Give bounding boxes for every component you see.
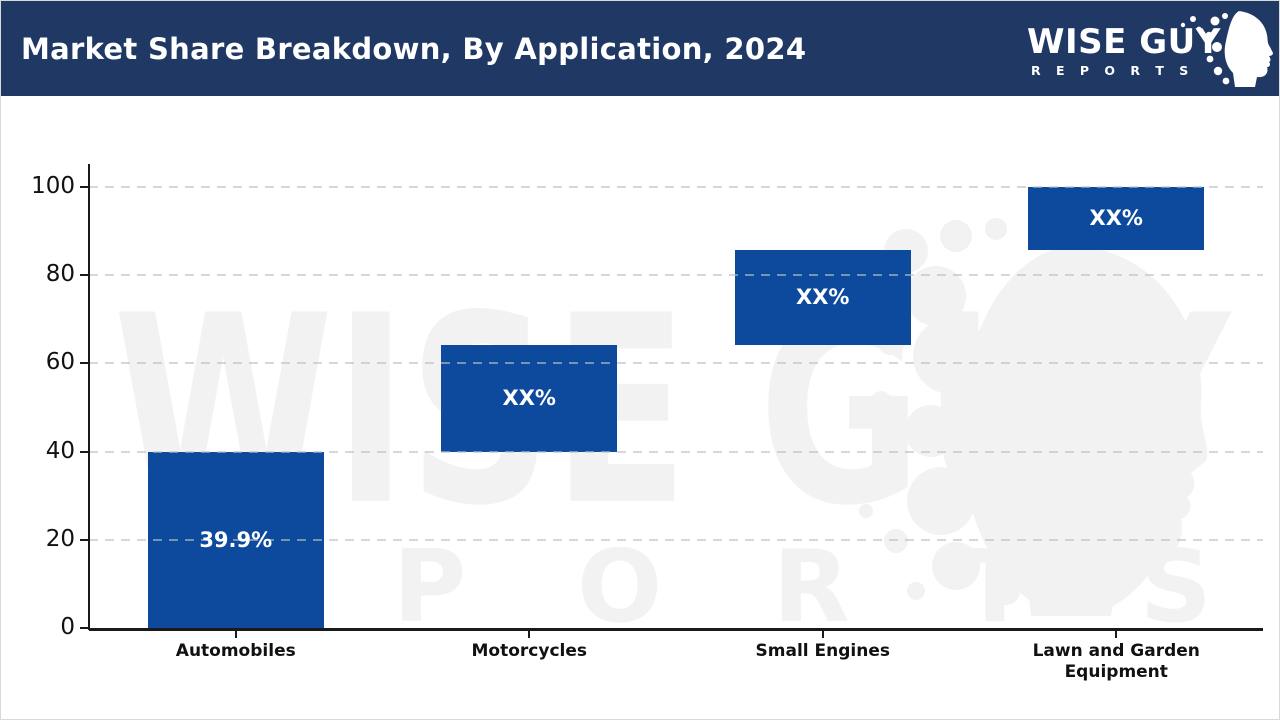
logo-text-line1: WISE GUY	[1027, 22, 1221, 62]
gridline	[89, 538, 1263, 541]
y-axis-tick-label: 60	[45, 349, 75, 376]
x-axis-tick	[234, 630, 237, 638]
y-axis-tick-label: 0	[60, 614, 75, 640]
gridline	[89, 274, 1263, 277]
gridline	[89, 362, 1263, 365]
y-axis-tick-label: 80	[45, 261, 75, 288]
gridline	[89, 450, 1263, 453]
x-axis-tick	[528, 630, 531, 638]
x-axis-category-label: Small Engines	[755, 641, 890, 661]
bar-value-label: XX%	[502, 386, 556, 411]
y-axis-tick-label: 40	[45, 437, 75, 464]
chart-title: Market Share Breakdown, By Application, …	[21, 31, 807, 66]
x-axis-tick	[1115, 630, 1118, 638]
y-axis-tick	[80, 186, 88, 188]
x-axis-line	[89, 628, 1263, 631]
x-axis-category-label: Lawn and Garden Equipment	[1032, 641, 1200, 682]
x-axis-tick	[821, 630, 824, 638]
header-bar: Market Share Breakdown, By Application, …	[1, 1, 1279, 96]
y-axis-tick	[80, 538, 88, 541]
y-axis-tick	[80, 362, 88, 365]
y-axis-line	[88, 164, 90, 630]
logo-head-icon	[1180, 11, 1273, 87]
wiseguy-logo: WISE GUY R E P O R T S	[1027, 11, 1273, 87]
y-axis-tick	[80, 627, 88, 629]
y-axis-tick	[80, 274, 88, 277]
gridline	[89, 186, 1263, 188]
y-axis-tick	[80, 450, 88, 453]
x-axis-category-label: Automobiles	[175, 641, 296, 661]
bar-value-label: 39.9%	[199, 528, 273, 552]
bar-value-label: XX%	[796, 285, 850, 310]
logo-text-line2: R E P O R T S	[1031, 63, 1194, 78]
y-axis-tick-label: 20	[45, 525, 75, 552]
x-axis-category-label: Motorcycles	[471, 641, 588, 661]
plot-area: 0 20 40 60 80 100 39.9% Automobiles XX% Motorcycl…	[1, 96, 1279, 719]
bar-value-label: XX%	[1089, 206, 1143, 231]
y-axis-tick-label: 100	[31, 173, 75, 199]
